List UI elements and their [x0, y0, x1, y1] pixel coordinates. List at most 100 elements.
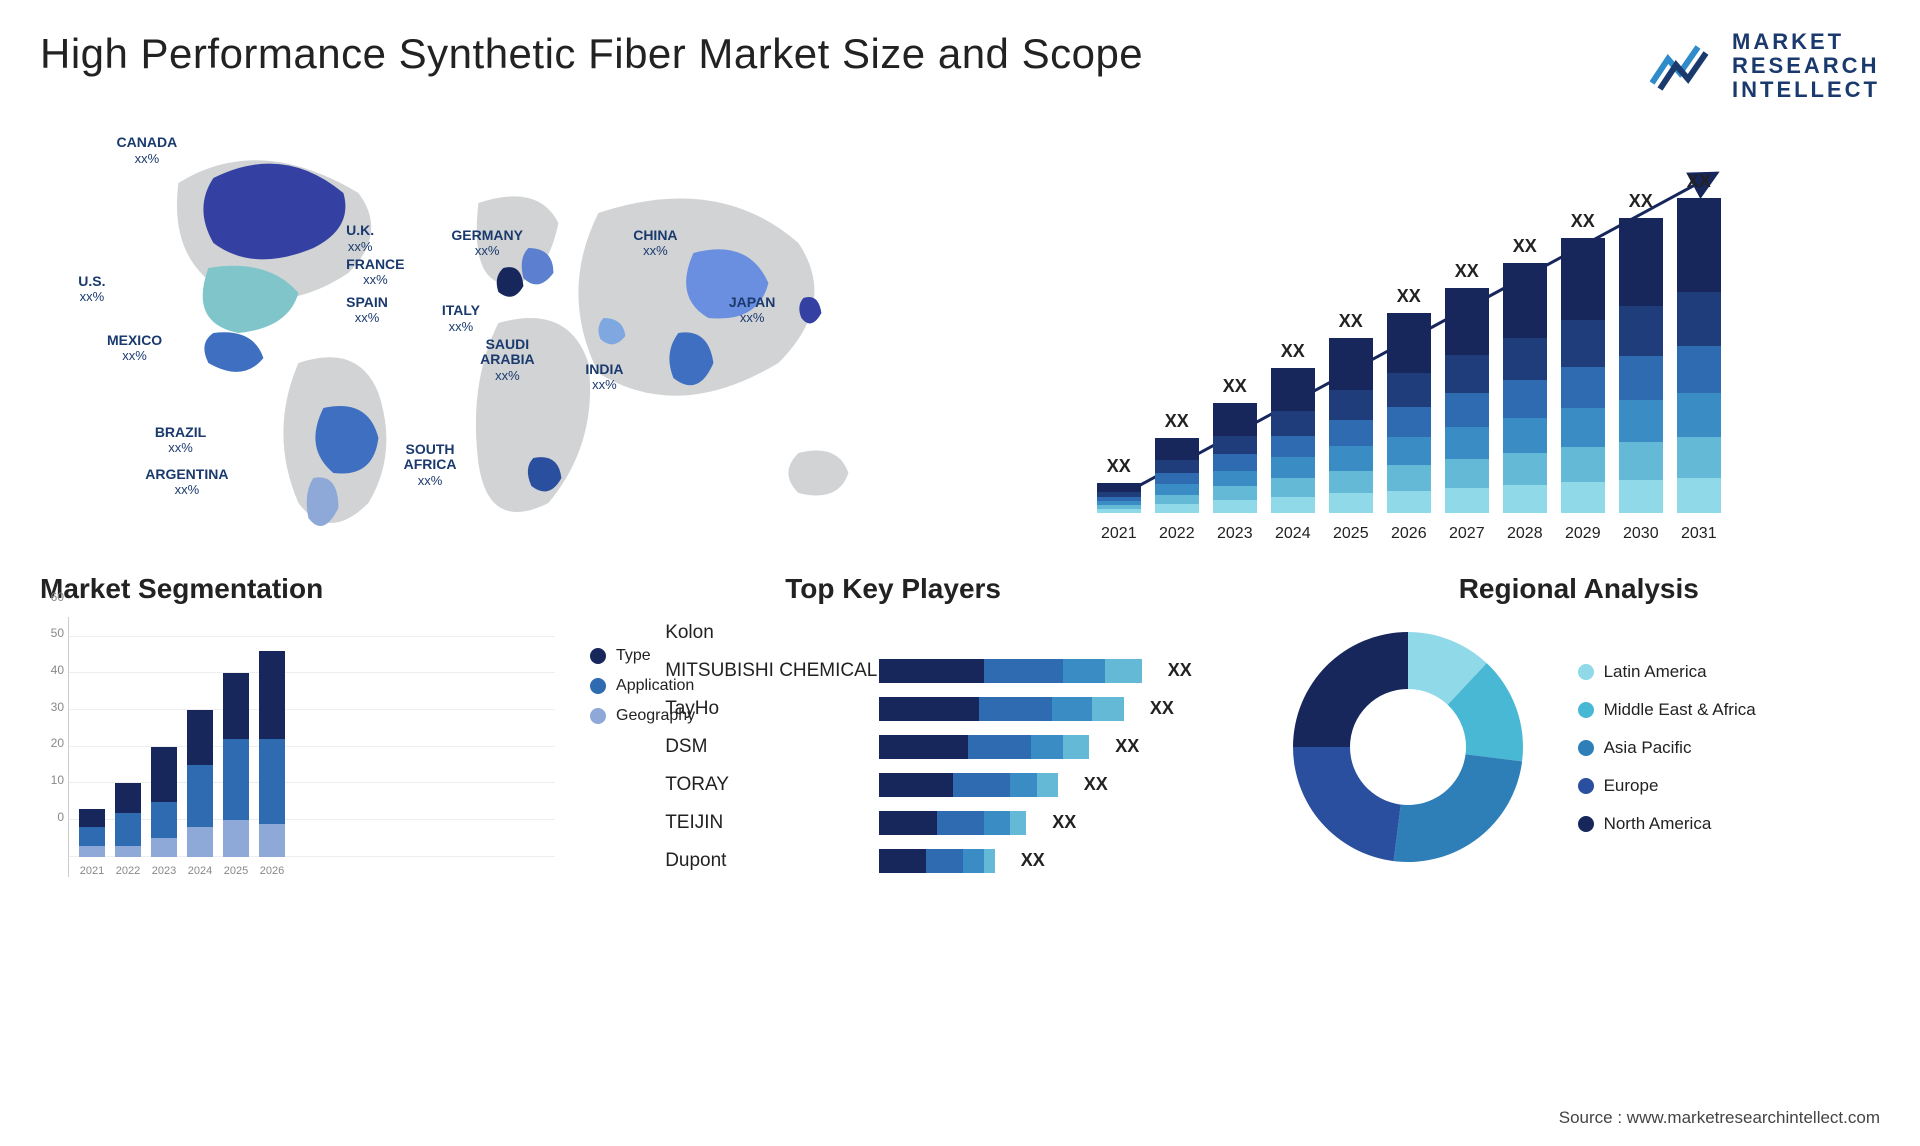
player-bar: [879, 659, 1142, 683]
growth-year-label: 2031: [1677, 525, 1721, 543]
player-name: TEIJIN: [665, 805, 865, 841]
player-value-label: XX: [1168, 653, 1192, 687]
growth-year-label: 2027: [1445, 525, 1489, 543]
region-legend-item: Asia Pacific: [1578, 738, 1756, 758]
map-label-south-africa: SOUTHAFRICAxx%: [404, 442, 457, 488]
growth-bar-2023: [1213, 403, 1257, 513]
seg-year-label: 2021: [77, 865, 107, 877]
region-legend-item: Europe: [1578, 776, 1756, 796]
growth-year-label: 2022: [1155, 525, 1199, 543]
growth-value-label: XX: [1503, 236, 1547, 257]
logo-line3: INTELLECT: [1732, 78, 1880, 102]
map-label-china: CHINAxx%: [633, 228, 677, 259]
growth-year-label: 2026: [1387, 525, 1431, 543]
regional-donut-chart: [1278, 617, 1538, 877]
map-label-argentina: ARGENTINAxx%: [145, 467, 228, 498]
logo-mark-icon: [1650, 39, 1720, 93]
player-name: DSM: [665, 729, 865, 765]
growth-bar-2027: [1445, 288, 1489, 513]
map-label-u-k-: U.K.xx%: [346, 223, 374, 254]
player-name: Dupont: [665, 843, 865, 879]
growth-bar-2030: [1619, 218, 1663, 513]
player-row: TORAY XX: [665, 769, 1247, 801]
growth-value-label: XX: [1677, 171, 1721, 192]
growth-bar-2022: [1155, 438, 1199, 513]
growth-bar-2024: [1271, 368, 1315, 513]
key-players-title: Top Key Players: [785, 573, 1247, 605]
player-row: TayHo XX: [665, 693, 1247, 725]
player-bar: [879, 773, 1058, 797]
player-row: Dupont XX: [665, 845, 1247, 877]
map-label-spain: SPAINxx%: [346, 295, 388, 326]
key-players-panel: Top Key Players KolonMITSUBISHI CHEMICAL…: [585, 573, 1247, 883]
player-bar: [879, 735, 1089, 759]
growth-value-label: XX: [1097, 456, 1141, 477]
logo-line1: MARKET: [1732, 30, 1880, 54]
seg-year-label: 2026: [257, 865, 287, 877]
player-bar: [879, 697, 1124, 721]
player-value-label: XX: [1150, 691, 1174, 725]
growth-bar-2021: [1097, 483, 1141, 513]
regional-legend: Latin America Middle East & Africa Asia Pa…: [1578, 662, 1756, 852]
growth-bar-2026: [1387, 313, 1431, 513]
region-legend-item: North America: [1578, 814, 1756, 834]
player-bar: [879, 811, 1026, 835]
growth-value-label: XX: [1619, 191, 1663, 212]
seg-bar-2025: [223, 673, 249, 856]
player-value-label: XX: [1084, 767, 1108, 801]
map-label-canada: CANADAxx%: [117, 135, 178, 166]
growth-bar-2029: [1561, 238, 1605, 513]
growth-year-label: 2028: [1503, 525, 1547, 543]
region-legend-item: Latin America: [1578, 662, 1756, 682]
donut-seg-asia-pacific: [1393, 754, 1522, 862]
source-attribution: Source : www.marketresearchintellect.com: [1559, 1108, 1880, 1128]
growth-value-label: XX: [1561, 211, 1605, 232]
regional-title: Regional Analysis: [1278, 573, 1880, 605]
player-row: DSM XX: [665, 731, 1247, 763]
map-label-saudi-arabia: SAUDIARABIAxx%: [480, 337, 534, 383]
growth-year-label: 2025: [1329, 525, 1373, 543]
growth-value-label: XX: [1213, 376, 1257, 397]
player-row: MITSUBISHI CHEMICAL XX: [665, 655, 1247, 687]
player-value-label: XX: [1052, 805, 1076, 839]
player-name: TORAY: [665, 767, 865, 803]
growth-value-label: XX: [1271, 341, 1315, 362]
seg-year-label: 2025: [221, 865, 251, 877]
seg-bar-2021: [79, 809, 105, 857]
map-label-india: INDIAxx%: [585, 362, 623, 393]
growth-chart-panel: XX2021XX2022XX2023XX2024XX2025XX2026XX20…: [1037, 123, 1880, 543]
map-label-japan: JAPANxx%: [729, 295, 775, 326]
seg-year-label: 2023: [149, 865, 179, 877]
player-bar: [879, 849, 995, 873]
donut-seg-europe: [1293, 747, 1401, 861]
growth-bar-2028: [1503, 263, 1547, 513]
page-title: High Performance Synthetic Fiber Market …: [40, 30, 1143, 78]
map-label-italy: ITALYxx%: [442, 303, 480, 334]
player-value-label: XX: [1021, 843, 1045, 877]
brand-logo: MARKET RESEARCH INTELLECT: [1650, 30, 1880, 103]
seg-year-label: 2022: [113, 865, 143, 877]
map-label-france: FRANCExx%: [346, 257, 404, 288]
region-legend-item: Middle East & Africa: [1578, 700, 1756, 720]
player-value-label: XX: [1115, 729, 1139, 763]
growth-value-label: XX: [1329, 311, 1373, 332]
map-label-u-s-: U.S.xx%: [78, 274, 105, 305]
growth-bar-2025: [1329, 338, 1373, 513]
growth-year-label: 2021: [1097, 525, 1141, 543]
segmentation-title: Market Segmentation: [40, 573, 555, 605]
growth-bar-2031: [1677, 198, 1721, 513]
map-label-mexico: MEXICOxx%: [107, 333, 162, 364]
growth-year-label: 2024: [1271, 525, 1315, 543]
seg-year-label: 2024: [185, 865, 215, 877]
world-map-panel: CANADAxx% U.S.xx% MEXICOxx% BRAZILxx% ARGENT…: [40, 123, 997, 543]
map-label-brazil: BRAZILxx%: [155, 425, 206, 456]
regional-panel: Regional Analysis Latin America Middle Ea…: [1278, 573, 1880, 883]
logo-line2: RESEARCH: [1732, 54, 1880, 78]
growth-value-label: XX: [1445, 261, 1489, 282]
map-label-germany: GERMANYxx%: [451, 228, 523, 259]
player-name: TayHo: [665, 691, 865, 727]
seg-bar-2023: [151, 747, 177, 857]
player-name: MITSUBISHI CHEMICAL: [665, 653, 865, 689]
growth-year-label: 2029: [1561, 525, 1605, 543]
growth-value-label: XX: [1387, 286, 1431, 307]
